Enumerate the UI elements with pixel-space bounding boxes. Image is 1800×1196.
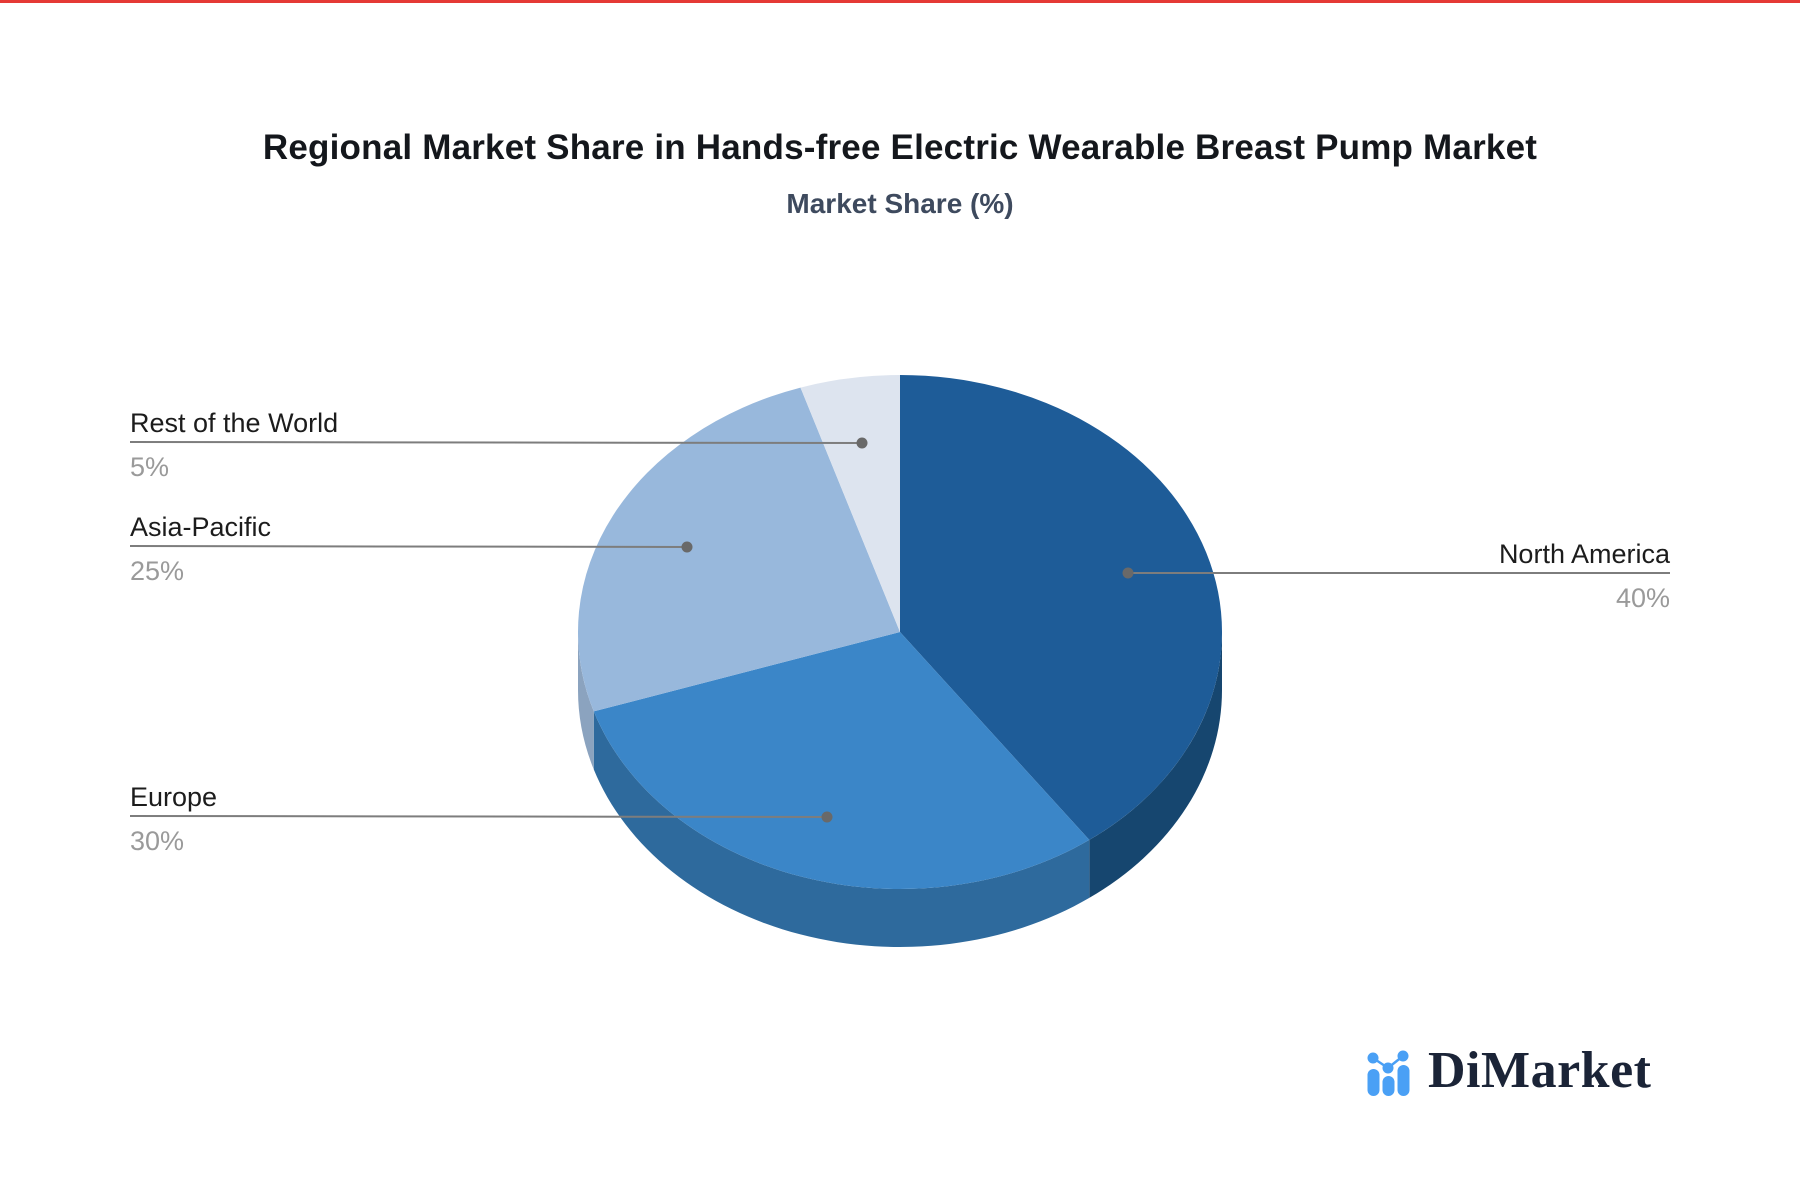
logo-dot-1: [1367, 1052, 1379, 1064]
leader-dot-rest-of-the-world: [856, 437, 868, 449]
logo-bar-3: [1397, 1065, 1410, 1096]
pie-slices: [578, 374, 1223, 890]
dimarket-logo-text: DiMarket: [1428, 1042, 1652, 1099]
leader-dots: [681, 437, 1134, 823]
logo-bar-2: [1382, 1076, 1395, 1096]
leader-line-europe: [129, 815, 828, 818]
logo-dot-2: [1382, 1062, 1394, 1074]
pie-slice-side-north-america: [1089, 632, 1222, 898]
label-north-america: North America: [1498, 539, 1670, 569]
chart-title: Regional Market Share in Hands-free Elec…: [262, 128, 1538, 167]
dimarket-logo-icon: [1367, 1050, 1410, 1096]
pie-slice-europe[interactable]: [593, 632, 1090, 890]
chart-subtitle: Market Share (%): [786, 188, 1014, 219]
logo-dot-3: [1397, 1050, 1409, 1062]
pie-slice-asia-pacific[interactable]: [578, 387, 900, 712]
leader-dot-europe: [821, 811, 833, 823]
label-europe: Europe: [130, 782, 218, 812]
leader-dot-north-america: [1122, 567, 1134, 579]
leader-line-asia-pacific: [129, 545, 688, 548]
label-rest-of-the-world: Rest of the World: [130, 408, 339, 438]
top-border-line: [0, 0, 1800, 3]
leader-dot-asia-pacific: [681, 541, 693, 553]
pie-slice-rest-of-the-world[interactable]: [800, 375, 901, 632]
pie-slice-north-america[interactable]: [900, 374, 1223, 840]
pie-slice-side-europe: [593, 711, 1090, 948]
leader-line-rest-of-the-world: [129, 441, 863, 444]
value-north-america: 40%: [1615, 583, 1670, 613]
logo-bar-1: [1367, 1069, 1380, 1096]
value-asia-pacific: 25%: [130, 556, 185, 586]
pie-slice-side-asia-pacific: [578, 632, 594, 770]
value-rest-of-the-world: 5%: [130, 452, 170, 482]
dimarket-logo: DiMarket: [1360, 1040, 1652, 1099]
pie-3d-sides: [578, 632, 1222, 948]
leader-lines: [129, 441, 1670, 818]
label-asia-pacific: Asia-Pacific: [130, 512, 272, 542]
value-europe: 30%: [130, 826, 185, 856]
